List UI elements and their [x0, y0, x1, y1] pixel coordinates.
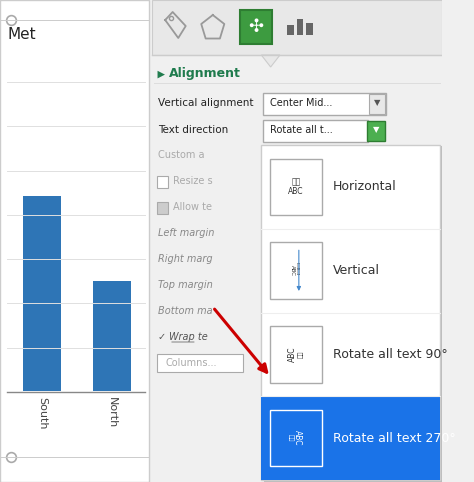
FancyBboxPatch shape	[157, 202, 168, 214]
FancyBboxPatch shape	[270, 159, 322, 215]
Text: 字: 字	[297, 270, 301, 275]
FancyBboxPatch shape	[157, 354, 243, 372]
FancyBboxPatch shape	[93, 281, 131, 391]
Text: Horizontal: Horizontal	[333, 180, 396, 193]
Text: Vertical: Vertical	[333, 264, 380, 277]
FancyBboxPatch shape	[367, 121, 385, 141]
Text: ▼: ▼	[374, 98, 380, 107]
Text: ✣: ✣	[248, 18, 263, 36]
FancyBboxPatch shape	[263, 120, 368, 142]
Text: ABC: ABC	[288, 347, 297, 362]
FancyBboxPatch shape	[0, 0, 149, 482]
Text: Left margin: Left margin	[158, 228, 214, 238]
Text: Rotate all text 90°: Rotate all text 90°	[333, 348, 447, 361]
Text: 文: 文	[297, 264, 301, 269]
Text: Met: Met	[8, 27, 36, 42]
Text: Resize s: Resize s	[173, 176, 212, 186]
FancyBboxPatch shape	[261, 145, 440, 480]
FancyBboxPatch shape	[270, 410, 322, 467]
Text: South: South	[37, 397, 47, 429]
FancyBboxPatch shape	[270, 326, 322, 383]
Text: Alignment: Alignment	[169, 67, 241, 80]
Text: Center Mid...: Center Mid...	[270, 98, 332, 108]
Text: 文字: 文字	[292, 177, 301, 187]
Text: Text direction: Text direction	[158, 125, 228, 135]
Text: Right marg: Right marg	[158, 254, 212, 264]
FancyBboxPatch shape	[287, 25, 294, 35]
Text: Allow te: Allow te	[173, 202, 212, 212]
FancyBboxPatch shape	[240, 10, 272, 44]
Text: Columns...: Columns...	[165, 358, 217, 368]
Text: Rotate all text 270°: Rotate all text 270°	[333, 431, 456, 444]
Text: ◀: ◀	[158, 68, 165, 78]
FancyBboxPatch shape	[264, 146, 445, 482]
Text: ABC: ABC	[288, 187, 304, 196]
FancyBboxPatch shape	[157, 176, 168, 188]
FancyBboxPatch shape	[263, 93, 386, 115]
FancyBboxPatch shape	[306, 23, 313, 35]
Text: Top margin: Top margin	[158, 280, 212, 290]
Text: Custom a: Custom a	[158, 150, 204, 160]
Text: ✓: ✓	[158, 332, 166, 342]
Text: ▼: ▼	[373, 125, 379, 134]
FancyBboxPatch shape	[369, 94, 385, 114]
FancyBboxPatch shape	[261, 396, 440, 480]
Text: 文字: 文字	[298, 350, 303, 358]
FancyBboxPatch shape	[152, 0, 442, 55]
FancyBboxPatch shape	[270, 242, 322, 299]
Text: ABC: ABC	[290, 265, 295, 276]
Text: ABC: ABC	[293, 430, 302, 446]
Text: Rotate all t...: Rotate all t...	[270, 125, 332, 135]
Text: Wrap te: Wrap te	[169, 332, 208, 342]
Text: Bottom ma: Bottom ma	[158, 306, 212, 316]
FancyBboxPatch shape	[23, 196, 61, 391]
Text: North: North	[107, 397, 117, 428]
FancyBboxPatch shape	[297, 19, 303, 35]
Text: 文字: 文字	[288, 434, 293, 442]
Text: Vertical alignment: Vertical alignment	[158, 98, 253, 108]
Polygon shape	[261, 55, 280, 67]
FancyBboxPatch shape	[152, 0, 442, 482]
